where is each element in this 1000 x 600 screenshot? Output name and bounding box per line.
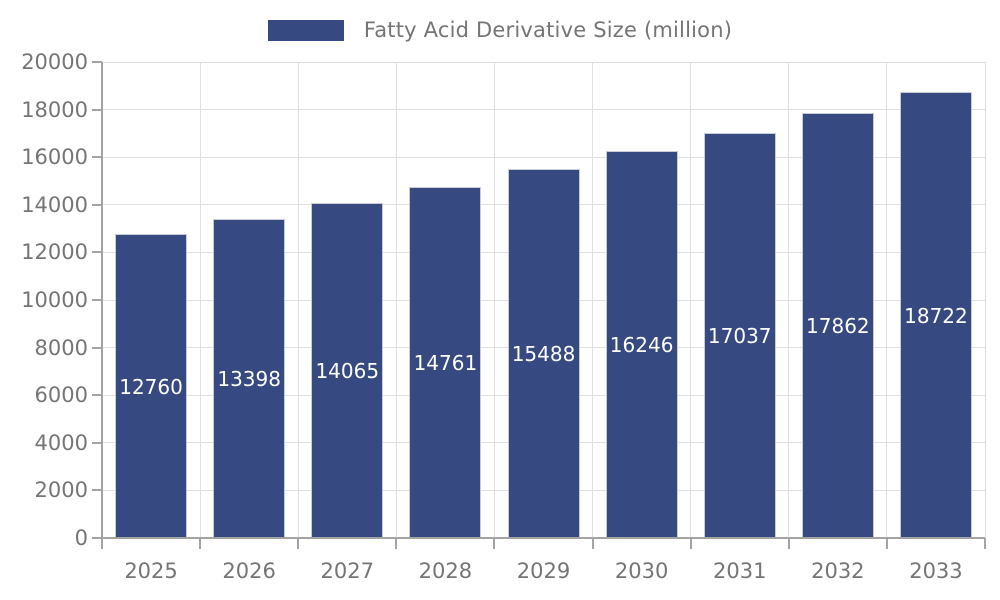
y-tick-mark [92,61,102,63]
x-axis-tick-label: 2028 [418,559,473,583]
y-axis-tick-label: 16000 [21,145,88,170]
x-gridline [592,62,594,538]
bar: 14761 [409,186,482,538]
y-axis-tick-label: 2000 [34,478,88,503]
y-axis-tick-label: 10000 [21,288,88,312]
y-axis-tick-label: 14000 [21,192,88,217]
x-gridline [788,62,790,538]
x-gridline [493,62,495,538]
y-axis-tick-label: 0 [74,526,88,550]
y-axis-tick-label: 6000 [34,383,88,408]
y-axis-tick-label: 8000 [34,335,88,360]
bar: 13398 [213,219,286,538]
x-tick-mark [101,538,103,549]
bar-value-label: 17037 [707,323,772,348]
y-axis-tick-label: 12000 [21,240,88,265]
legend: Fatty Acid Derivative Size (million) [0,18,1000,42]
x-axis-tick-label: 2027 [320,559,374,583]
bar-value-label: 14761 [413,350,478,375]
y-axis-tick-label: 4000 [34,430,88,455]
x-axis-tick-label: 2033 [909,559,963,583]
y-tick-mark [92,156,102,159]
y-axis-line [101,62,103,538]
bar: 14065 [311,203,384,538]
x-tick-mark [591,538,594,549]
x-axis-tick-label: 2026 [222,559,276,583]
x-axis-tick-label: 2031 [712,559,767,583]
y-tick-mark [92,346,102,349]
x-tick-mark [395,538,398,549]
y-tick-mark [92,299,102,301]
x-axis-tick-label: 2029 [516,559,571,583]
x-gridline [690,62,692,538]
y-tick-mark [92,441,102,444]
y-tick-mark [92,203,102,206]
bar-value-label: 15488 [511,342,576,367]
bar-value-label: 16246 [609,333,674,358]
bar: 18722 [899,92,972,538]
x-tick-mark [297,538,300,549]
x-gridline [297,62,299,538]
bar-value-label: 17862 [806,313,870,338]
y-gridline [102,156,985,158]
bar-value-label: 14065 [315,359,380,384]
x-axis-tick-label: 2030 [614,559,669,583]
y-tick-mark [92,251,102,254]
x-tick-mark [493,538,496,549]
x-gridline [984,62,986,538]
x-tick-mark [199,538,202,549]
x-axis-tick-label: 2025 [124,559,178,583]
y-tick-mark [92,537,102,539]
bar: 12760 [115,234,188,538]
x-axis-tick-label: 2032 [811,559,865,583]
bar: 16246 [605,151,678,538]
bar: 15488 [507,169,580,538]
bar-value-label: 12760 [119,374,183,399]
x-gridline [199,62,201,538]
x-tick-mark [885,538,888,549]
x-tick-mark [984,538,986,549]
y-tick-mark [92,108,102,111]
bar-value-label: 18722 [904,303,968,328]
bar: 17037 [703,132,776,538]
y-gridline [102,109,985,111]
y-tick-mark [92,394,102,397]
bar: 17862 [801,112,874,538]
y-axis-tick-label: 20000 [21,50,88,74]
legend-label: Fatty Acid Derivative Size (million) [363,18,733,42]
x-tick-mark [689,538,692,549]
y-tick-mark [92,489,102,492]
x-gridline [395,62,397,538]
legend-swatch [267,19,344,41]
x-gridline [886,62,888,538]
bar-value-label: 13398 [217,367,281,392]
y-gridline [102,61,985,63]
x-axis-line [101,537,985,539]
x-tick-mark [787,538,790,549]
y-axis-tick-label: 18000 [21,97,88,122]
